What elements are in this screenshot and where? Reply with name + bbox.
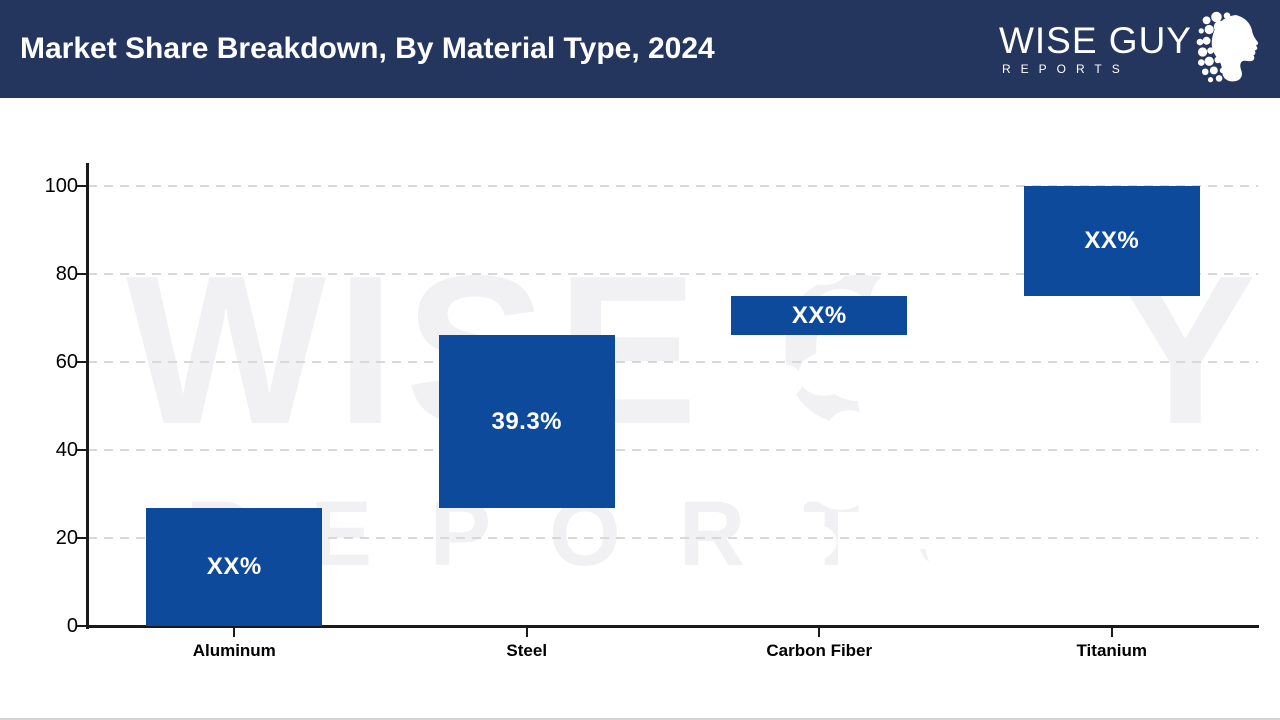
y-tick-mark-60 bbox=[77, 361, 86, 363]
x-tick-mark-1 bbox=[525, 628, 528, 637]
y-tick-mark-40 bbox=[77, 449, 86, 451]
bar-aluminum: XX% bbox=[146, 508, 323, 626]
x-category-label-1: Steel bbox=[506, 641, 548, 660]
bar-value-label: 39.3% bbox=[491, 407, 563, 435]
x-tick-mark-3 bbox=[1110, 628, 1113, 637]
bar-carbon-fiber: XX% bbox=[731, 296, 908, 336]
y-tick-mark-0 bbox=[77, 625, 86, 627]
y-tick-label-80: 80 bbox=[55, 263, 78, 285]
bar-value-label: XX% bbox=[206, 553, 262, 581]
header-bar: Market Share Breakdown, By Material Type… bbox=[0, 0, 1280, 98]
bar-titanium: XX% bbox=[1023, 186, 1200, 296]
y-tick-label-40: 40 bbox=[55, 439, 78, 461]
bottom-border bbox=[0, 718, 1280, 720]
chart-area: WISE GUY REPORTS 0 20 40 60 80 100 Aluminum Ste… bbox=[0, 98, 1280, 718]
y-axis-line bbox=[86, 163, 89, 629]
y-tick-label-20: 20 bbox=[55, 527, 78, 549]
wise-guy-reports-logo: WISE GUY REPORTS bbox=[999, 11, 1262, 87]
y-tick-mark-100 bbox=[77, 185, 86, 187]
x-tick-mark-0 bbox=[233, 628, 236, 637]
x-category-label-0: Aluminum bbox=[192, 641, 276, 660]
gridline-y-20 bbox=[88, 537, 1258, 539]
plot: 0 20 40 60 80 100 Aluminum Steel Carbon Fiber Tit… bbox=[0, 98, 1280, 718]
y-tick-label-60: 60 bbox=[55, 351, 78, 373]
page-title: Market Share Breakdown, By Material Type… bbox=[20, 32, 715, 65]
gridline-y-60 bbox=[88, 361, 1258, 363]
gridline-y-100 bbox=[88, 185, 1258, 187]
bar-value-label: XX% bbox=[1084, 227, 1140, 254]
dotted-head-icon bbox=[1196, 11, 1259, 83]
x-axis-line bbox=[86, 625, 1259, 628]
x-tick-mark-2 bbox=[818, 628, 821, 637]
logo-wordmark-line2: REPORTS bbox=[1001, 62, 1130, 76]
y-tick-mark-80 bbox=[77, 273, 86, 275]
y-tick-label-0: 0 bbox=[66, 615, 78, 637]
x-category-label-2: Carbon Fiber bbox=[766, 641, 873, 660]
gridline-y-40 bbox=[88, 449, 1258, 451]
logo-wordmark-line1: WISE GUY bbox=[998, 20, 1192, 61]
logo-wordmark: WISE GUY REPORTS bbox=[999, 22, 1192, 76]
x-category-label-3: Titanium bbox=[1076, 641, 1148, 660]
bar-steel: 39.3% bbox=[438, 335, 615, 509]
y-tick-label-100: 100 bbox=[44, 175, 78, 197]
y-tick-mark-20 bbox=[77, 537, 86, 539]
gridline-y-80 bbox=[88, 273, 1258, 275]
bar-value-label: XX% bbox=[791, 301, 847, 329]
